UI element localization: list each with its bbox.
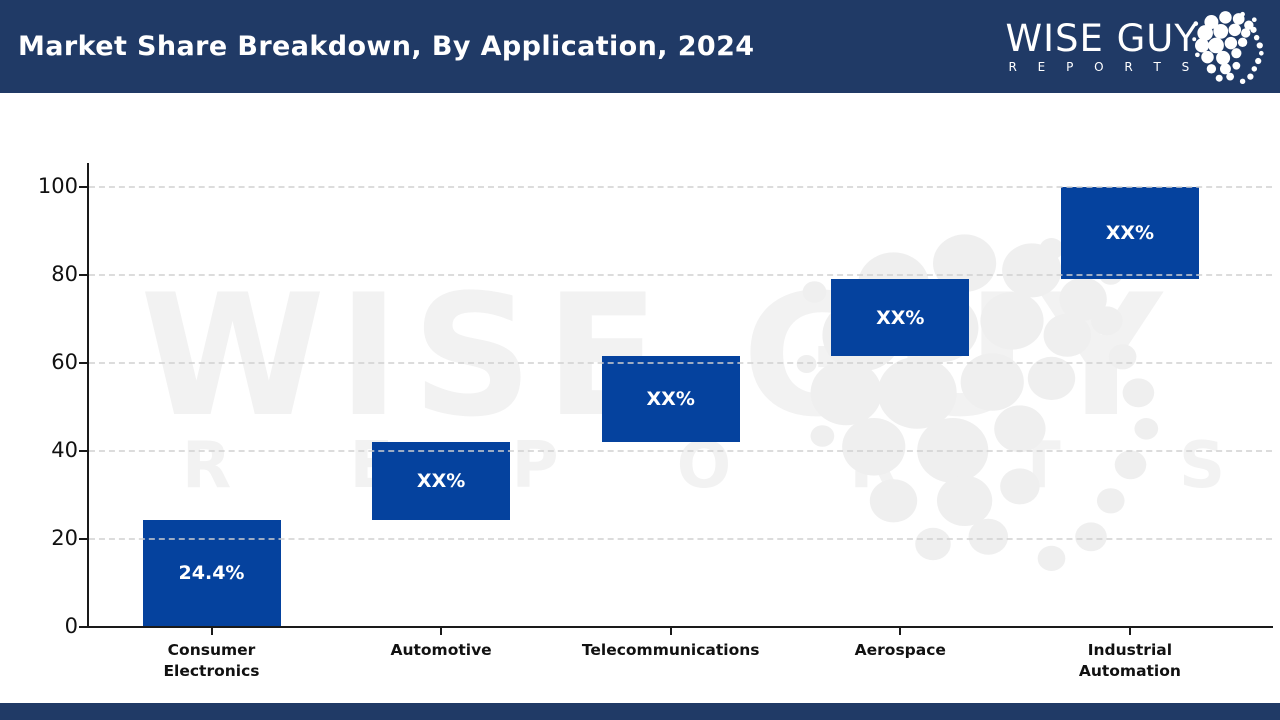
y-tick-label: 80 bbox=[51, 262, 78, 286]
x-tick-mark bbox=[669, 628, 672, 635]
bar-value-label: XX% bbox=[876, 306, 925, 329]
gridline bbox=[89, 362, 1272, 364]
y-tick-mark bbox=[79, 186, 87, 188]
header-bar: Market Share Breakdown, By Application, … bbox=[0, 0, 1280, 93]
gridline bbox=[89, 274, 1272, 276]
bar-value-label: XX% bbox=[646, 388, 695, 411]
wiseguy-logo-text: WISE GUY R E P O R T S bbox=[1006, 20, 1198, 74]
x-tick-mark bbox=[210, 628, 213, 635]
y-tick-mark bbox=[79, 274, 87, 276]
x-tick-mark bbox=[899, 628, 902, 635]
x-category-label: Automotive bbox=[390, 641, 492, 659]
x-axis bbox=[87, 626, 1273, 628]
logo-wordmark: WISE GUY bbox=[1005, 16, 1198, 60]
y-tick-mark bbox=[79, 538, 87, 540]
x-category-label: Industrial Automation bbox=[1078, 641, 1181, 680]
y-tick-label: 100 bbox=[37, 174, 78, 198]
page-title: Market Share Breakdown, By Application, … bbox=[18, 31, 755, 62]
y-tick-label: 20 bbox=[51, 526, 78, 550]
y-tick-mark bbox=[79, 450, 87, 452]
x-tick-mark bbox=[440, 628, 443, 635]
y-tick-label: 0 bbox=[64, 614, 78, 638]
x-tick-mark bbox=[1128, 628, 1131, 635]
bar-segment: XX% bbox=[601, 356, 740, 443]
y-tick-mark bbox=[79, 626, 87, 628]
y-tick-label: 40 bbox=[51, 438, 78, 462]
gridline bbox=[89, 450, 1272, 452]
bar-segment: XX% bbox=[1060, 187, 1199, 280]
bar-segment: XX% bbox=[372, 442, 511, 520]
y-axis bbox=[87, 163, 89, 628]
gridline bbox=[89, 538, 1272, 540]
bar-value-label: 24.4% bbox=[178, 562, 245, 585]
footer-bar bbox=[0, 703, 1280, 720]
x-category-label: Telecommunications bbox=[581, 641, 760, 659]
x-category-label: Consumer Electronics bbox=[163, 641, 260, 680]
y-tick-label: 60 bbox=[51, 350, 78, 374]
y-tick-mark bbox=[79, 362, 87, 364]
bar-segment: 24.4% bbox=[142, 519, 281, 627]
bar-value-label: XX% bbox=[1105, 222, 1155, 245]
logo-reports-label: R E P O R T S bbox=[1008, 59, 1198, 74]
bar-segment: XX% bbox=[831, 279, 970, 357]
gridline bbox=[89, 186, 1272, 188]
x-category-label: Aerospace bbox=[854, 641, 946, 659]
wiseguy-logo: WISE GUY R E P O R T S bbox=[1006, 8, 1266, 86]
logo-head-dots-icon bbox=[1192, 10, 1264, 84]
bar-value-label: XX% bbox=[416, 469, 466, 492]
